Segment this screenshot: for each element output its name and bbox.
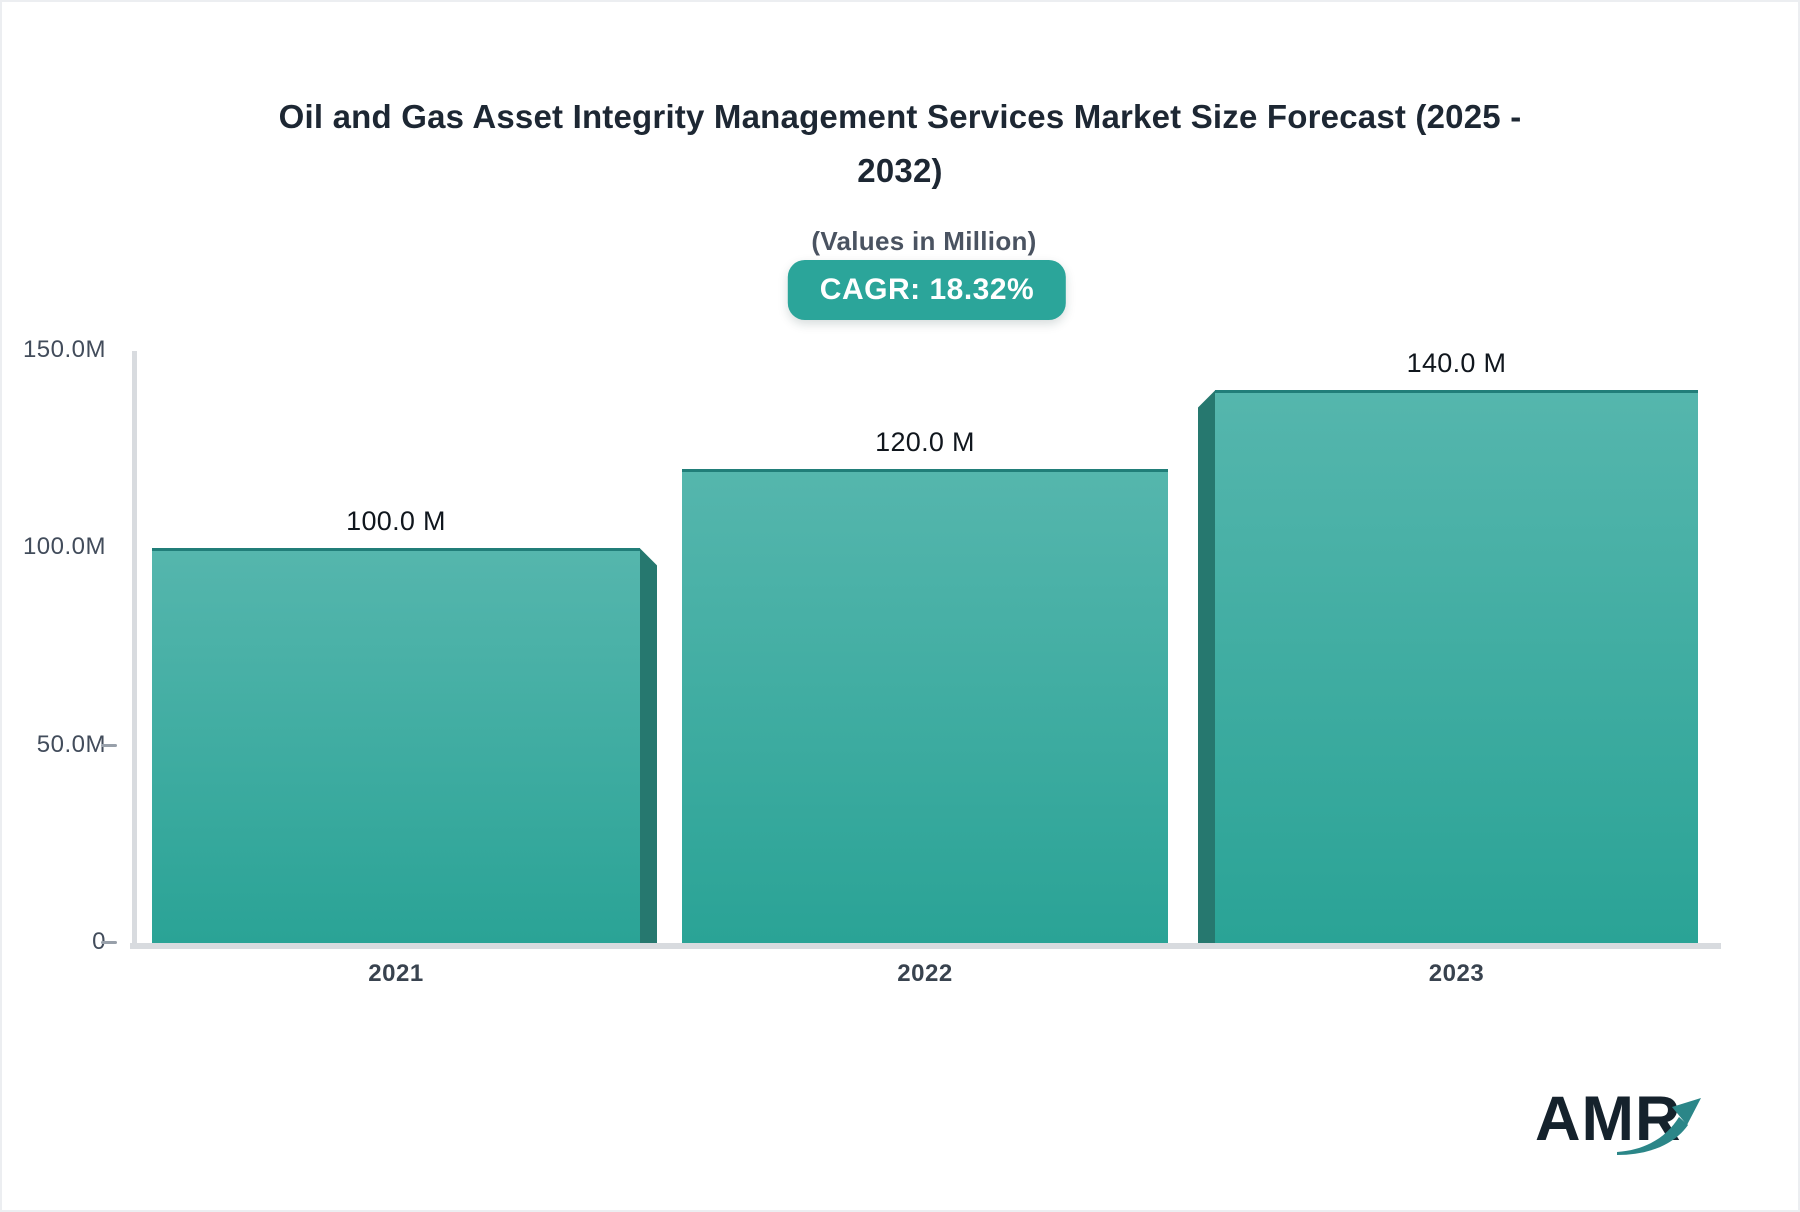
y-tick-dash: [101, 941, 117, 944]
y-tick-label: 0: [92, 928, 106, 955]
chart-subtitle: (Values in Million): [811, 226, 1037, 256]
y-tick-label: 100.0M: [22, 533, 106, 561]
cagr-badge: CAGR: 18.32%: [787, 260, 1067, 320]
chart-title-line1: Oil and Gas Asset Integrity Management S…: [278, 98, 1522, 135]
bar-2022: [682, 469, 1168, 943]
bar-bevel-left: [1198, 390, 1215, 943]
y-tick-label: 50.0M: [36, 730, 106, 758]
amr-logo: AMR: [1535, 1088, 1715, 1168]
bar-value-label: 100.0 M: [346, 506, 446, 537]
x-category-label: 2022: [897, 960, 953, 987]
x-category-label: 2021: [368, 960, 424, 987]
bar-2023: [1215, 390, 1698, 943]
y-tick-label: 150.0M: [22, 336, 106, 363]
x-axis-line: [130, 943, 1721, 949]
growth-arrow-icon: [1617, 1098, 1701, 1155]
bar-value-label: 120.0 M: [875, 427, 975, 458]
y-tick-dash: [101, 743, 117, 747]
chart-title: Oil and Gas Asset Integrity Management S…: [2, 90, 1798, 198]
amr-logo-text: AMR: [1535, 1084, 1682, 1154]
chart-title-line2: 2032): [857, 152, 943, 190]
bar-value-label: 140.0 M: [1406, 348, 1507, 379]
bar-2021: [152, 548, 640, 943]
x-category-label: 2023: [1428, 960, 1485, 987]
y-axis-line: [132, 351, 137, 949]
bar-bevel-right: [640, 548, 657, 943]
